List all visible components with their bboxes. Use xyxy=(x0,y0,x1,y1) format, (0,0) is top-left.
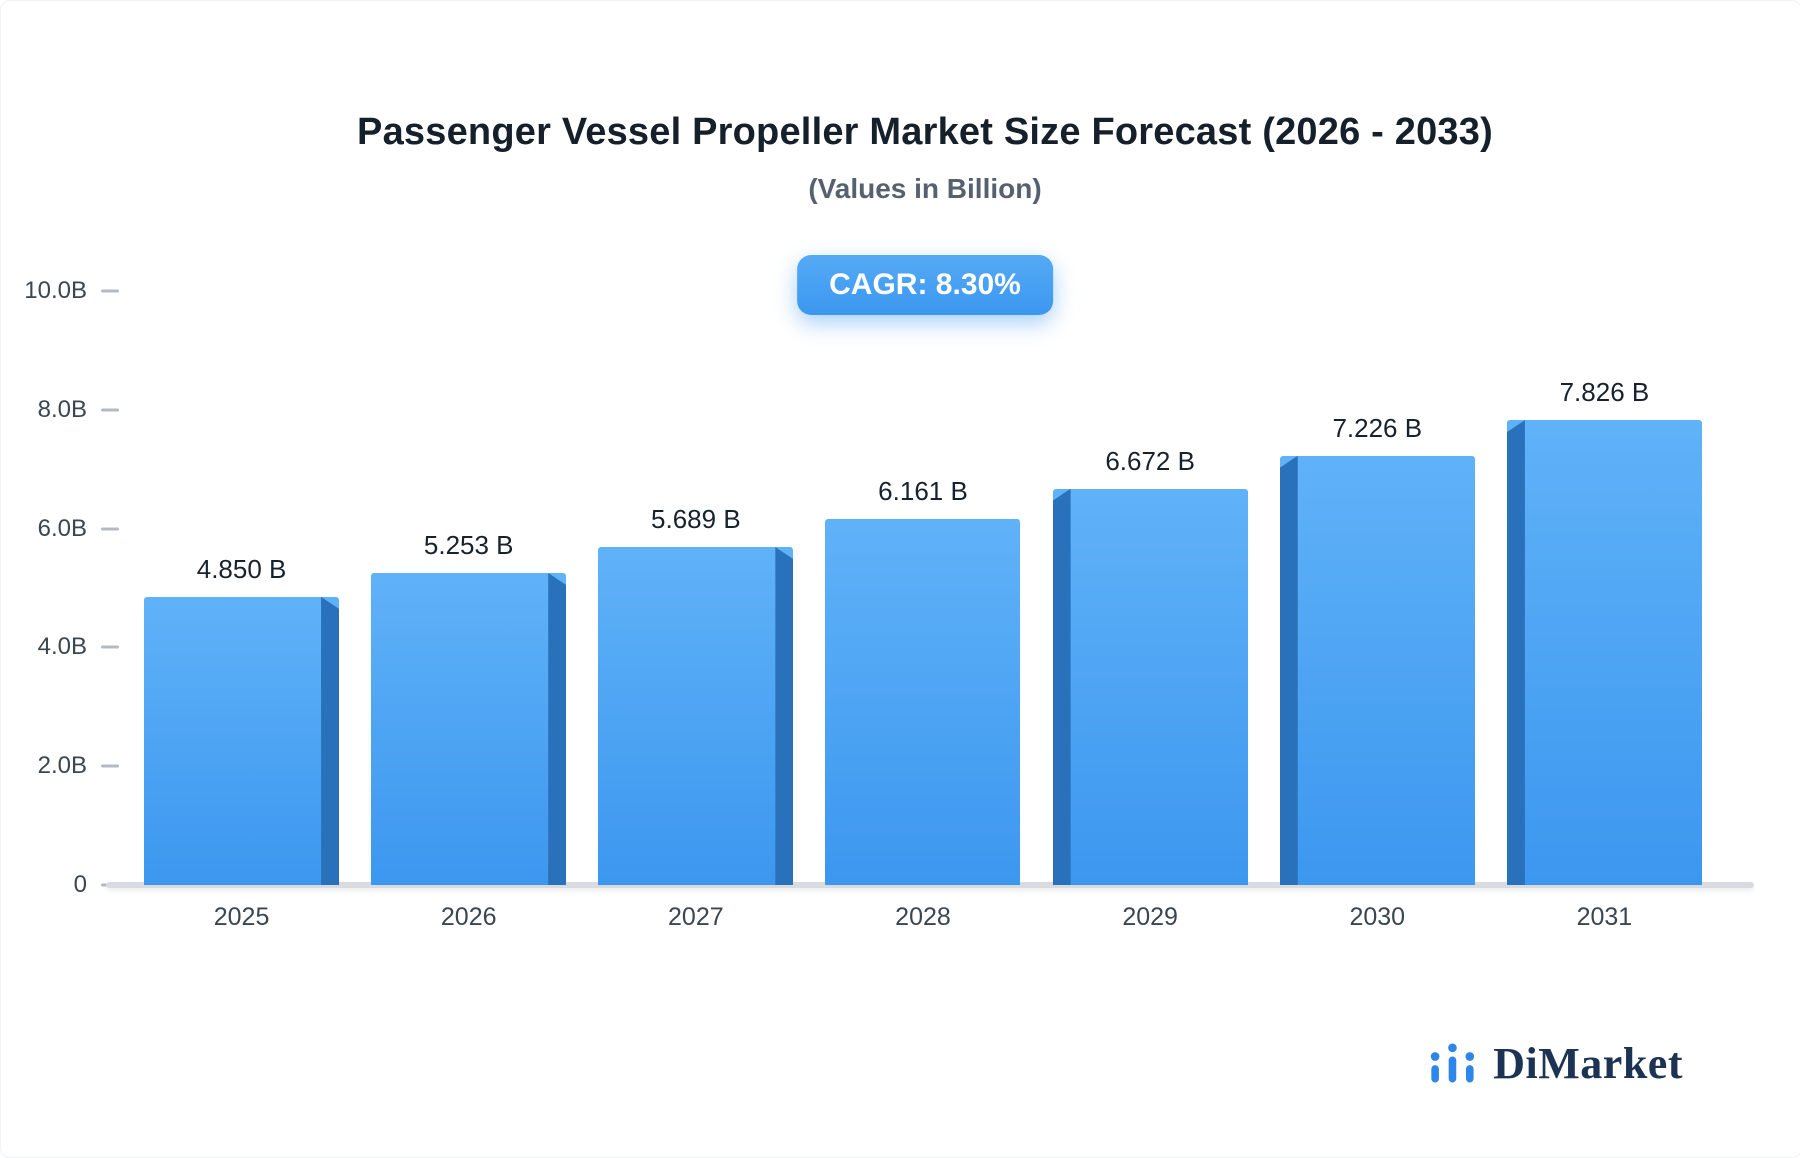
bar-value-label: 6.672 B xyxy=(1105,445,1195,476)
bar[interactable] xyxy=(598,547,794,885)
y-tick-mark xyxy=(101,527,119,531)
y-tick-mark xyxy=(101,408,119,412)
x-axis-label: 2025 xyxy=(213,903,270,931)
x-axis-label: 2030 xyxy=(1349,903,1406,931)
x-axis-label: 2028 xyxy=(895,903,951,931)
bar[interactable] xyxy=(1052,488,1248,885)
brand-logo: DiMarket xyxy=(1427,1037,1683,1089)
bar-value-label: 7.226 B xyxy=(1332,412,1423,443)
y-tick-mark xyxy=(101,289,119,293)
bar-value-label: 6.161 B xyxy=(878,476,968,507)
bar-3d-side xyxy=(1279,455,1298,885)
bar[interactable] xyxy=(1506,420,1702,885)
chart-title: Passenger Vessel Propeller Market Size F… xyxy=(357,111,1493,153)
y-tick-label: 2.0B xyxy=(37,752,87,780)
y-axis: 10.0B 8.0B 6.0B 4.0B 2.0B 0 xyxy=(1,277,131,898)
bar-group: 4.850 B xyxy=(128,554,355,885)
bar-value-label: 5.689 B xyxy=(651,504,741,535)
y-tick-label: 10.0B xyxy=(24,277,87,304)
bar-value-label: 7.826 B xyxy=(1559,377,1650,408)
y-tick-label: 4.0B xyxy=(37,633,87,661)
x-axis-label: 2027 xyxy=(668,903,724,931)
bars-container: 4.850 B 5.253 B 5.689 B 6.161 B 6.672 B 7.226… xyxy=(128,291,1718,885)
x-axis-labels: 2025 2026 2027 2028 2029 2030 2031 xyxy=(128,903,1718,932)
bar-3d-side xyxy=(1052,488,1071,885)
y-tick-label: 6.0B xyxy=(37,514,87,542)
cagr-badge: CAGR: 8.30% xyxy=(797,255,1053,315)
bar-3d-side xyxy=(321,596,340,885)
bar[interactable] xyxy=(1279,455,1475,885)
bar-3d-side xyxy=(1506,420,1525,885)
bar-group: 5.253 B xyxy=(355,530,582,885)
dimarket-icon xyxy=(1431,1043,1475,1083)
bar-group: 6.161 B xyxy=(809,476,1036,885)
bar[interactable] xyxy=(371,572,567,885)
y-tick-mark xyxy=(101,764,119,768)
x-axis-line xyxy=(106,882,1754,888)
bar[interactable] xyxy=(825,519,1021,885)
bar-group: 7.826 B xyxy=(1491,377,1718,885)
y-tick-label: 8.0B xyxy=(37,395,87,423)
bar[interactable] xyxy=(144,596,340,885)
x-axis-label: 2026 xyxy=(440,903,497,931)
bar-group: 7.226 B xyxy=(1264,413,1491,885)
x-axis-label: 2031 xyxy=(1576,903,1633,931)
bar-group: 5.689 B xyxy=(582,504,809,885)
x-axis-label: 2029 xyxy=(1122,903,1178,931)
chart-subtitle: (Values in Billion) xyxy=(808,173,1042,204)
bar-value-label: 5.253 B xyxy=(423,529,514,560)
bar-3d-side xyxy=(775,547,794,885)
y-tick-label: 0 xyxy=(73,871,87,898)
bar-group: 6.672 B xyxy=(1037,446,1264,885)
bar-3d-side xyxy=(548,572,567,885)
bar-value-label: 4.850 B xyxy=(196,553,287,584)
brand-name: DiMarket xyxy=(1493,1038,1683,1088)
y-tick-mark xyxy=(101,645,119,649)
